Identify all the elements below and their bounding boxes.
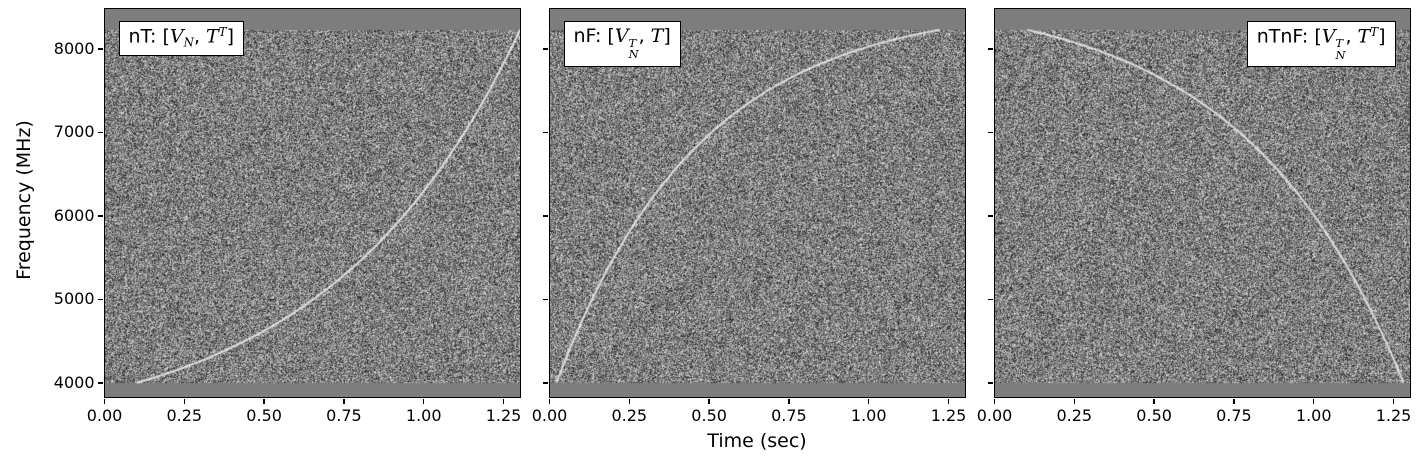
- y-tick-mark: [988, 132, 993, 134]
- x-tick-mark: [868, 399, 870, 404]
- spectrogram-canvas: [550, 9, 965, 397]
- x-tick-label: 0.75: [326, 406, 362, 425]
- x-tick-label: 1.00: [406, 406, 442, 425]
- y-tick-mark: [98, 382, 103, 384]
- y-tick-label: 4000: [54, 373, 95, 392]
- y-axis-label: Frequency (MHz): [13, 120, 35, 280]
- math-supsub-stack: TN: [629, 38, 639, 61]
- x-tick-mark: [104, 399, 106, 404]
- x-tick-label: 0.00: [532, 406, 568, 425]
- x-tick-label: 0.00: [977, 406, 1013, 425]
- y-tick-mark: [543, 299, 548, 301]
- x-tick-mark: [1313, 399, 1315, 404]
- label-text-part: T: [651, 25, 664, 47]
- spectrogram-figure: Frequency (MHz) Time (sec) nT: [VN, TT] 0…: [0, 0, 1425, 462]
- x-tick-mark: [1393, 399, 1395, 404]
- panel-label-box: nTnF: [V T N, TT]: [1247, 21, 1396, 67]
- x-tick-mark: [263, 399, 265, 404]
- x-tick-mark: [503, 399, 505, 404]
- x-tick-label: 0.50: [246, 406, 282, 425]
- x-tick-mark: [549, 399, 551, 404]
- y-tick-mark: [98, 215, 103, 217]
- x-tick-label: 0.00: [87, 406, 123, 425]
- x-tick-mark: [423, 399, 425, 404]
- x-tick-label: 0.75: [1216, 406, 1252, 425]
- x-tick-mark: [1153, 399, 1155, 404]
- label-text-part: T: [219, 25, 227, 39]
- label-text-part: N: [184, 36, 194, 50]
- y-tick-mark: [988, 299, 993, 301]
- y-tick-mark: [543, 215, 548, 217]
- x-tick-label: 1.00: [851, 406, 887, 425]
- x-tick-label: 1.25: [1376, 406, 1412, 425]
- x-tick-mark: [994, 399, 996, 404]
- x-tick-mark: [343, 399, 345, 404]
- y-tick-mark: [543, 382, 548, 384]
- x-axis-label: Time (sec): [707, 430, 806, 452]
- label-text-part: ]: [663, 25, 670, 47]
- x-tick-label: 0.75: [771, 406, 807, 425]
- x-tick-mark: [788, 399, 790, 404]
- y-tick-mark: [543, 132, 548, 134]
- math-subscript: N: [629, 49, 639, 61]
- x-tick-label: 0.25: [611, 406, 647, 425]
- x-tick-label: 0.25: [1056, 406, 1092, 425]
- x-tick-mark: [629, 399, 631, 404]
- x-tick-label: 1.25: [486, 406, 522, 425]
- label-text-part: V: [1322, 25, 1336, 47]
- spectrogram-panel: nF: [V T N, T] 0.00 0.25 0.50 0.75 1.00 1.25: [549, 8, 966, 398]
- label-text-part: ,: [639, 25, 651, 47]
- label-text-part: nTnF: [: [1257, 25, 1322, 47]
- label-text-part: V: [615, 25, 629, 47]
- x-tick-label: 1.00: [1296, 406, 1332, 425]
- y-tick-label: 6000: [54, 206, 95, 225]
- y-tick-mark: [543, 48, 548, 50]
- y-tick-mark: [98, 48, 103, 50]
- x-tick-label: 1.25: [931, 406, 967, 425]
- x-tick-mark: [948, 399, 950, 404]
- label-text-part: T: [1358, 25, 1371, 47]
- label-text-part: nT: [: [129, 25, 170, 47]
- label-text-part: nF: [: [574, 25, 615, 47]
- spectrogram-panel: nTnF: [V T N, TT] 0.00 0.25 0.50 0.75 1.00 1.25: [994, 8, 1411, 398]
- x-tick-label: 0.25: [166, 406, 202, 425]
- label-text-part: ]: [227, 25, 234, 47]
- math-subscript: N: [1335, 50, 1345, 62]
- x-tick-mark: [708, 399, 710, 404]
- y-tick-mark: [988, 215, 993, 217]
- y-tick-mark: [988, 382, 993, 384]
- y-tick-mark: [98, 132, 103, 134]
- x-tick-mark: [1233, 399, 1235, 404]
- x-tick-label: 0.50: [691, 406, 727, 425]
- panel-label-box: nF: [V T N, T]: [564, 21, 681, 67]
- label-text-part: ,: [194, 25, 206, 47]
- x-tick-mark: [1074, 399, 1076, 404]
- label-text-part: ,: [1345, 25, 1357, 47]
- spectrogram-panel: nT: [VN, TT] 0.00 0.25 0.50 0.75 1.00 1.25 4000…: [104, 8, 521, 398]
- y-tick-mark: [988, 48, 993, 50]
- label-text-part: T: [1370, 25, 1378, 39]
- y-tick-label: 8000: [54, 39, 95, 58]
- x-tick-mark: [184, 399, 186, 404]
- y-tick-label: 5000: [54, 289, 95, 308]
- label-text-part: V: [170, 25, 184, 47]
- label-text-part: T: [206, 25, 219, 47]
- spectrogram-canvas: [105, 9, 520, 397]
- panel-label-box: nT: [VN, TT]: [119, 21, 245, 56]
- label-text-part: ]: [1378, 25, 1385, 47]
- y-tick-label: 7000: [54, 122, 95, 141]
- math-supsub-stack: TN: [1335, 38, 1345, 61]
- y-tick-mark: [98, 299, 103, 301]
- x-tick-label: 0.50: [1136, 406, 1172, 425]
